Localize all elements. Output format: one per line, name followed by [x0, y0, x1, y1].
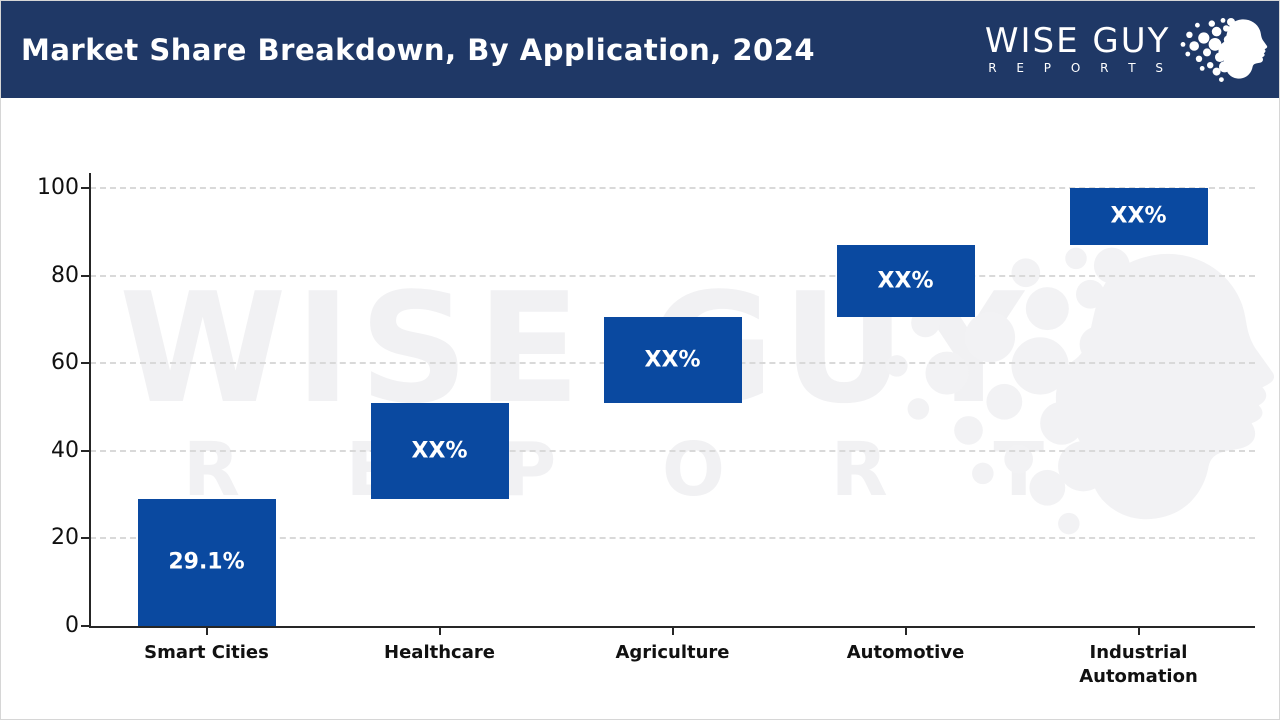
y-tick-label-80: 80 [51, 262, 79, 288]
page-title: Market Share Breakdown, By Application, … [21, 32, 816, 67]
y-tick-80 [81, 274, 89, 277]
bar-value-label-3: XX% [877, 268, 934, 294]
x-tick-label-3: Automotive [846, 642, 965, 663]
bar-0 [137, 498, 276, 626]
y-axis [89, 173, 91, 628]
bar-value-label-0: 29.1% [168, 549, 245, 575]
y-tick-label-60: 60 [51, 350, 79, 376]
x-tick-label-1: Healthcare [384, 642, 495, 663]
y-tick-label-100: 100 [37, 175, 79, 200]
logo-subtitle: R E P O R T S [988, 61, 1171, 75]
y-tick-label-40: 40 [51, 437, 79, 463]
y-tick-label-20: 20 [51, 525, 79, 551]
bar-3 [836, 244, 975, 318]
y-tick-20 [81, 537, 89, 540]
x-tick-label-0: Smart Cities [144, 642, 269, 663]
x-tick-3 [904, 628, 907, 635]
header-bar: Market Share Breakdown, By Application, … [1, 1, 1280, 98]
y-tick-label-0: 0 [65, 613, 79, 638]
gridline-40 [90, 449, 1255, 452]
y-tick-100 [81, 187, 89, 189]
logo-text: WISE GUY R E P O R T S [984, 24, 1171, 75]
y-tick-60 [81, 362, 89, 365]
bar-2 [603, 317, 742, 403]
bar-1 [370, 402, 509, 499]
y-tick-40 [81, 449, 89, 452]
gridline-100 [90, 187, 1255, 189]
bar-value-label-4: XX% [1110, 203, 1167, 229]
dotted-head-icon [1175, 8, 1271, 92]
x-tick-4 [1137, 628, 1140, 635]
x-tick-2 [671, 628, 674, 635]
x-tick-0 [205, 628, 208, 635]
x-tick-1 [438, 628, 441, 635]
gridline-80 [90, 274, 1255, 277]
x-tick-label-4: Industrial Automation [1079, 642, 1198, 688]
wise-guy-reports-logo: WISE GUY R E P O R T S [984, 8, 1280, 92]
bar-value-label-1: XX% [411, 438, 468, 464]
x-tick-label-2: Agriculture [615, 642, 730, 663]
gridline-20 [90, 537, 1255, 540]
y-tick-0 [81, 625, 89, 627]
bar-4 [1069, 188, 1208, 245]
logo-wordmark: WISE GUY [984, 21, 1171, 61]
x-axis [89, 626, 1255, 628]
bar-value-label-2: XX% [644, 347, 701, 373]
